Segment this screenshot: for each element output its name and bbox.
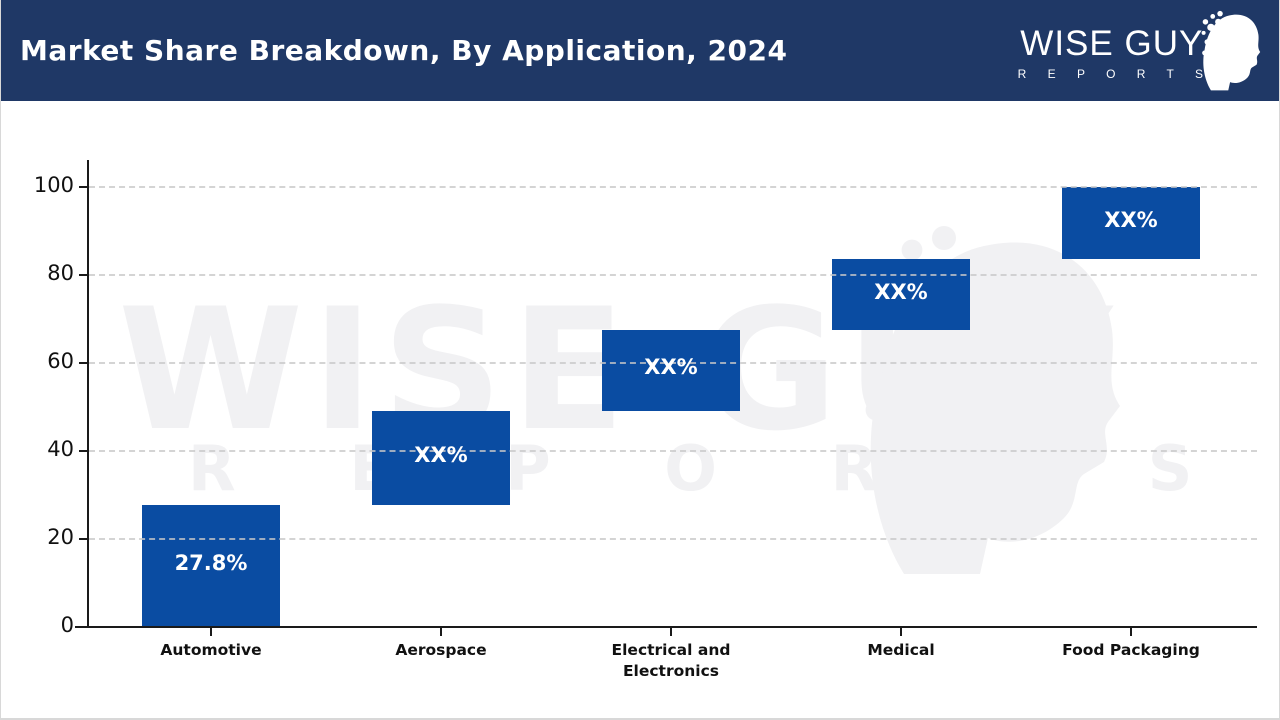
bar-aerospace xyxy=(372,410,510,505)
y-tick-20 xyxy=(79,538,88,540)
bar-value-label: XX% xyxy=(1104,208,1158,233)
bar-medical xyxy=(832,259,970,330)
x-tick-2 xyxy=(670,628,672,636)
y-tick-80 xyxy=(79,274,88,276)
gridline-80 xyxy=(89,274,1257,276)
y-tick-0 xyxy=(79,626,88,628)
wise-guy-reports-logo: WISE GUY R E P O R T S xyxy=(1012,10,1264,94)
gridline-20 xyxy=(89,538,1257,540)
header-bar: Market Share Breakdown, By Application, … xyxy=(0,0,1280,101)
y-tick-40 xyxy=(79,450,88,452)
x-tick-0 xyxy=(210,628,212,636)
x-tick-label-2: Electrical and Electronics xyxy=(611,641,731,680)
y-tick-label-0: 0 xyxy=(60,613,74,637)
bar-electrical-and-electronics xyxy=(602,330,740,411)
gridline-40 xyxy=(89,450,1257,452)
y-axis-spine xyxy=(87,160,89,628)
y-tick-60 xyxy=(79,362,88,364)
x-axis-spine xyxy=(75,626,1257,628)
bar-value-label: XX% xyxy=(644,355,698,380)
chart-title: Market Share Breakdown, By Application, … xyxy=(20,34,788,67)
logo-wiseguy-label: WISE GUY xyxy=(1020,23,1204,63)
y-tick-label-80: 80 xyxy=(47,261,74,285)
gridline-60 xyxy=(89,362,1257,364)
y-tick-label-20: 20 xyxy=(47,525,74,549)
x-tick-label-0: Automotive xyxy=(160,641,262,659)
y-tick-100 xyxy=(79,186,88,188)
bar-value-label: 27.8% xyxy=(174,550,248,575)
logo-text: WISE GUY R E P O R T S xyxy=(1012,24,1212,81)
bar-value-label: XX% xyxy=(874,279,928,304)
x-tick-label-3: Medical xyxy=(867,641,935,659)
y-tick-label-40: 40 xyxy=(47,437,74,461)
x-tick-label-4: Food Packaging xyxy=(1062,641,1200,659)
bar-automotive xyxy=(142,504,280,627)
x-tick-1 xyxy=(440,628,442,636)
x-tick-label-1: Aerospace xyxy=(395,641,487,659)
logo-reports-label: R E P O R T S xyxy=(1017,66,1212,81)
y-tick-label-60: 60 xyxy=(47,349,74,373)
bar-value-label: XX% xyxy=(414,442,468,467)
gridline-100 xyxy=(89,186,1257,188)
x-tick-3 xyxy=(900,628,902,636)
bar-food-packaging xyxy=(1062,187,1200,260)
y-tick-label-100: 100 xyxy=(33,173,74,197)
x-tick-4 xyxy=(1130,628,1132,636)
logo-face-icon xyxy=(1201,10,1261,91)
